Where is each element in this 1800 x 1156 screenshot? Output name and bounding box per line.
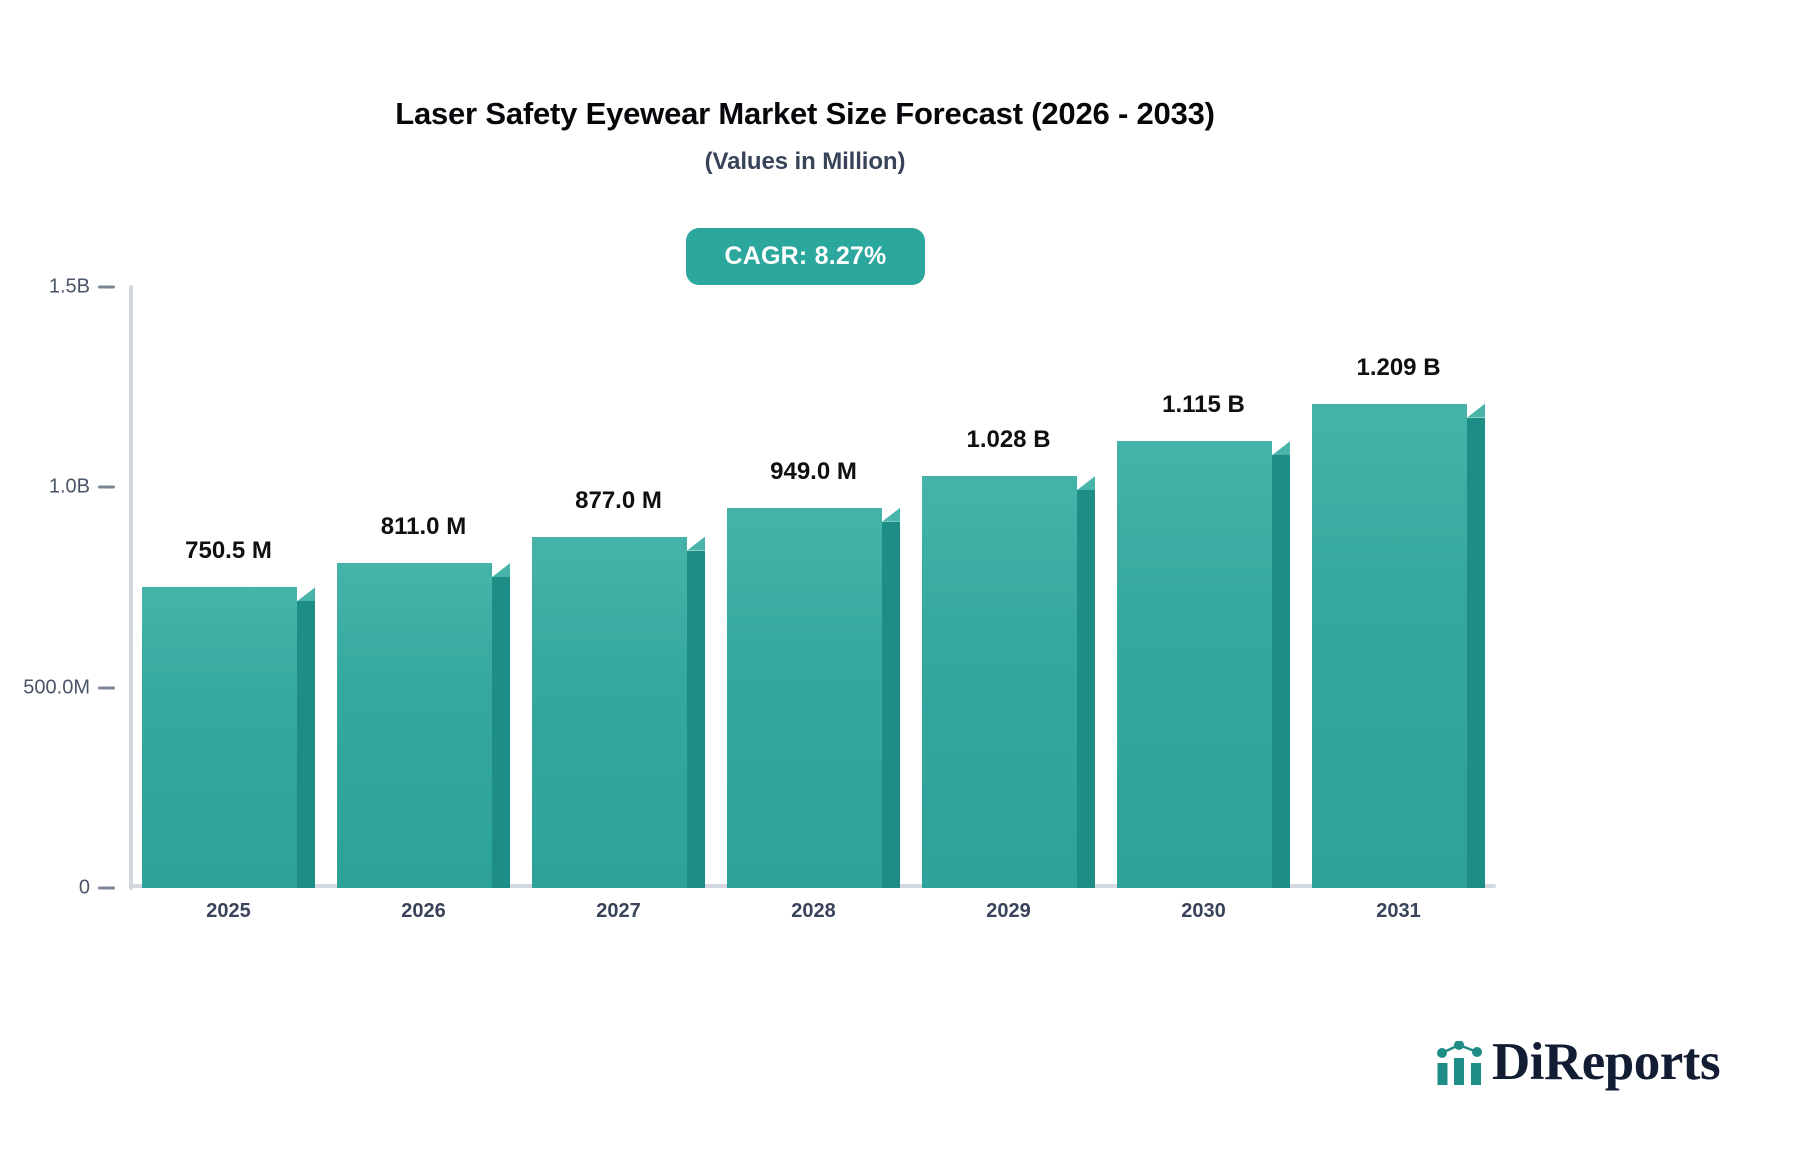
bar-chart-icon xyxy=(1437,1040,1482,1085)
y-tick-label: 0 xyxy=(78,876,90,899)
bar-front-face xyxy=(142,587,297,888)
y-tick-mark xyxy=(98,886,115,890)
chart-subtitle: (Values in Million) xyxy=(704,148,906,175)
bar-value-label: 1.115 B xyxy=(1162,391,1245,419)
y-tick-label: 1.0B xyxy=(48,475,90,498)
bar-side-face xyxy=(1077,490,1095,888)
bar-side-face xyxy=(882,521,900,888)
cagr-badge: CAGR: 8.27% xyxy=(686,228,925,285)
bar-front-face xyxy=(337,563,492,888)
x-axis-label: 2027 xyxy=(596,900,641,922)
bar-front-face xyxy=(1312,403,1467,888)
bar-top-face xyxy=(687,536,705,551)
bar-side-face xyxy=(1272,455,1290,888)
logo-wordmark: DiReports xyxy=(1492,1033,1721,1091)
y-tick-mark xyxy=(98,285,115,289)
bar xyxy=(727,507,900,888)
bar xyxy=(337,563,510,888)
bar xyxy=(142,587,315,888)
x-axis-label: 2031 xyxy=(1376,900,1421,922)
x-axis-label: 2025 xyxy=(206,900,251,922)
bar-front-face xyxy=(1117,441,1272,888)
bar-front-face xyxy=(922,476,1077,888)
plot-area xyxy=(131,287,1496,888)
bar-top-face xyxy=(1077,476,1095,491)
bar-top-face xyxy=(492,563,510,578)
bar xyxy=(1117,441,1290,888)
bar-value-label: 1.209 B xyxy=(1356,353,1441,381)
direports-logo: DiReports xyxy=(1436,1033,1721,1091)
bar-top-face xyxy=(1467,403,1485,418)
x-axis-label: 2030 xyxy=(1181,900,1226,922)
cagr-badge-label: CAGR: 8.27% xyxy=(724,242,887,270)
bar-value-label: 811.0 M xyxy=(380,513,467,541)
bar-value-label: 949.0 M xyxy=(770,457,857,485)
bar-value-label: 877.0 M xyxy=(575,486,662,514)
bar-value-label: 1.028 B xyxy=(966,426,1051,454)
bar-top-face xyxy=(297,587,315,602)
bar-side-face xyxy=(492,577,510,888)
y-axis-line xyxy=(129,285,133,890)
bar-side-face xyxy=(1467,417,1485,888)
chart-title: Laser Safety Eyewear Market Size Forecas… xyxy=(395,96,1215,131)
bar xyxy=(922,476,1095,888)
bar-side-face xyxy=(687,550,705,888)
x-axis-label: 2028 xyxy=(791,900,836,922)
y-tick-mark xyxy=(98,485,115,489)
bar xyxy=(532,536,705,888)
bar-front-face xyxy=(727,507,882,888)
x-axis-label: 2029 xyxy=(986,900,1031,922)
bar-top-face xyxy=(1272,441,1290,456)
y-tick-label: 500.0M xyxy=(23,676,90,699)
y-tick-label: 1.5B xyxy=(48,275,90,298)
bar-top-face xyxy=(882,507,900,522)
bar-side-face xyxy=(297,601,315,888)
x-axis-label: 2026 xyxy=(401,900,446,922)
bar-value-label: 750.5 M xyxy=(185,537,272,565)
bar-front-face xyxy=(532,536,687,888)
bar xyxy=(1312,403,1485,888)
y-tick-mark xyxy=(98,686,115,690)
